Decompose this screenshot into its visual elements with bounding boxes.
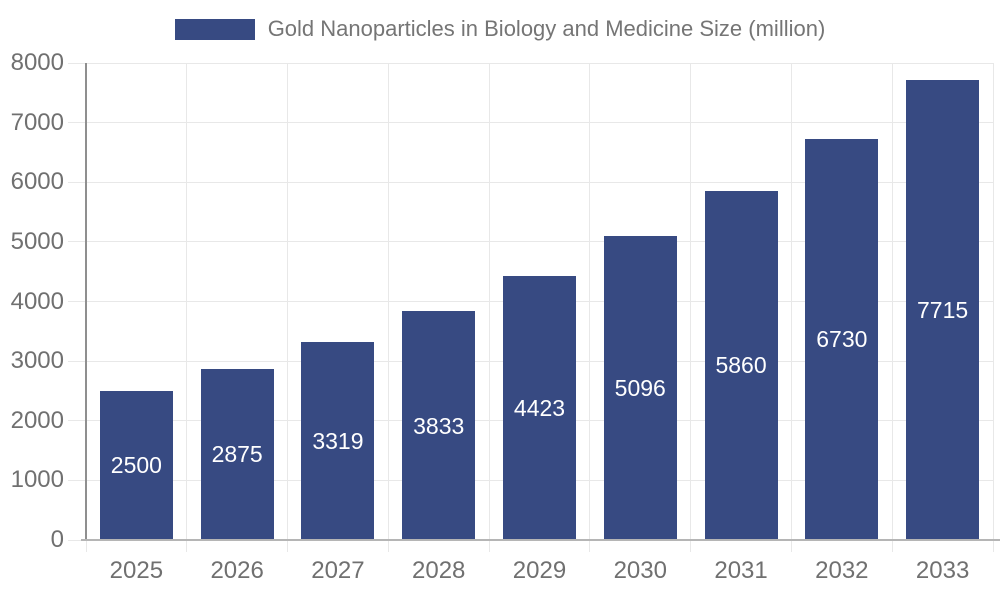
v-gridline	[690, 63, 692, 552]
x-tick-label: 2032	[815, 557, 869, 584]
legend-label: Gold Nanoparticles in Biology and Medici…	[267, 16, 826, 41]
h-gridline	[68, 241, 993, 243]
y-tick	[68, 539, 86, 541]
bar-value-label: 7715	[917, 296, 969, 323]
y-tick-label: 1000	[10, 466, 64, 494]
legend-swatch	[174, 18, 255, 40]
bar: 3833	[402, 311, 476, 540]
v-gridline	[589, 63, 591, 552]
y-tick-label: 0	[50, 526, 64, 553]
x-tick-label: 2029	[512, 557, 567, 584]
v-gridline	[992, 63, 994, 552]
x-tick-label: 2025	[109, 557, 164, 584]
v-gridline	[186, 63, 188, 552]
bar-value-label: 3833	[413, 412, 465, 439]
y-tick-label: 8000	[10, 49, 64, 76]
h-gridline	[68, 62, 993, 64]
bar-value-label: 3319	[312, 428, 364, 455]
x-tick-label: 2030	[613, 557, 667, 584]
bar: 4423	[503, 276, 576, 540]
y-axis-line	[85, 63, 87, 540]
y-tick-label: 4000	[10, 287, 64, 315]
bar-value-label: 4423	[513, 395, 566, 422]
h-gridline	[68, 181, 993, 183]
y-tick-label: 3000	[10, 347, 64, 375]
x-tick-label: 2028	[412, 557, 466, 584]
v-gridline	[790, 63, 792, 552]
bar: 5860	[704, 190, 778, 540]
x-tick-label: 2031	[714, 557, 768, 584]
x-axis-line	[81, 539, 1000, 541]
y-tick-label: 7000	[10, 108, 64, 136]
y-tick-label: 2000	[10, 406, 64, 434]
bar: 7715	[906, 79, 980, 540]
v-gridline	[287, 63, 289, 552]
bar: 2875	[200, 368, 274, 540]
bar: 2500	[99, 390, 173, 540]
x-tick-label: 2033	[915, 557, 970, 584]
legend[interactable]: Gold Nanoparticles in Biology and Medici…	[0, 13, 1000, 45]
bar-value-label: 6730	[816, 326, 868, 353]
bar: 5096	[603, 236, 677, 540]
bar-value-label: 5860	[715, 352, 767, 379]
y-tick-label: 6000	[10, 168, 64, 196]
v-gridline	[488, 63, 490, 552]
bar-value-label: 2500	[110, 452, 162, 479]
x-tick-label: 2027	[311, 557, 365, 584]
bar: 6730	[805, 138, 879, 540]
bar: 3319	[301, 342, 375, 540]
v-gridline	[387, 63, 389, 552]
v-gridline	[891, 63, 893, 552]
x-tick-label: 2026	[210, 557, 264, 584]
h-gridline	[68, 122, 993, 124]
bar-value-label: 5096	[614, 375, 666, 402]
y-tick-label: 5000	[10, 227, 64, 255]
bar-value-label: 2875	[211, 441, 263, 468]
